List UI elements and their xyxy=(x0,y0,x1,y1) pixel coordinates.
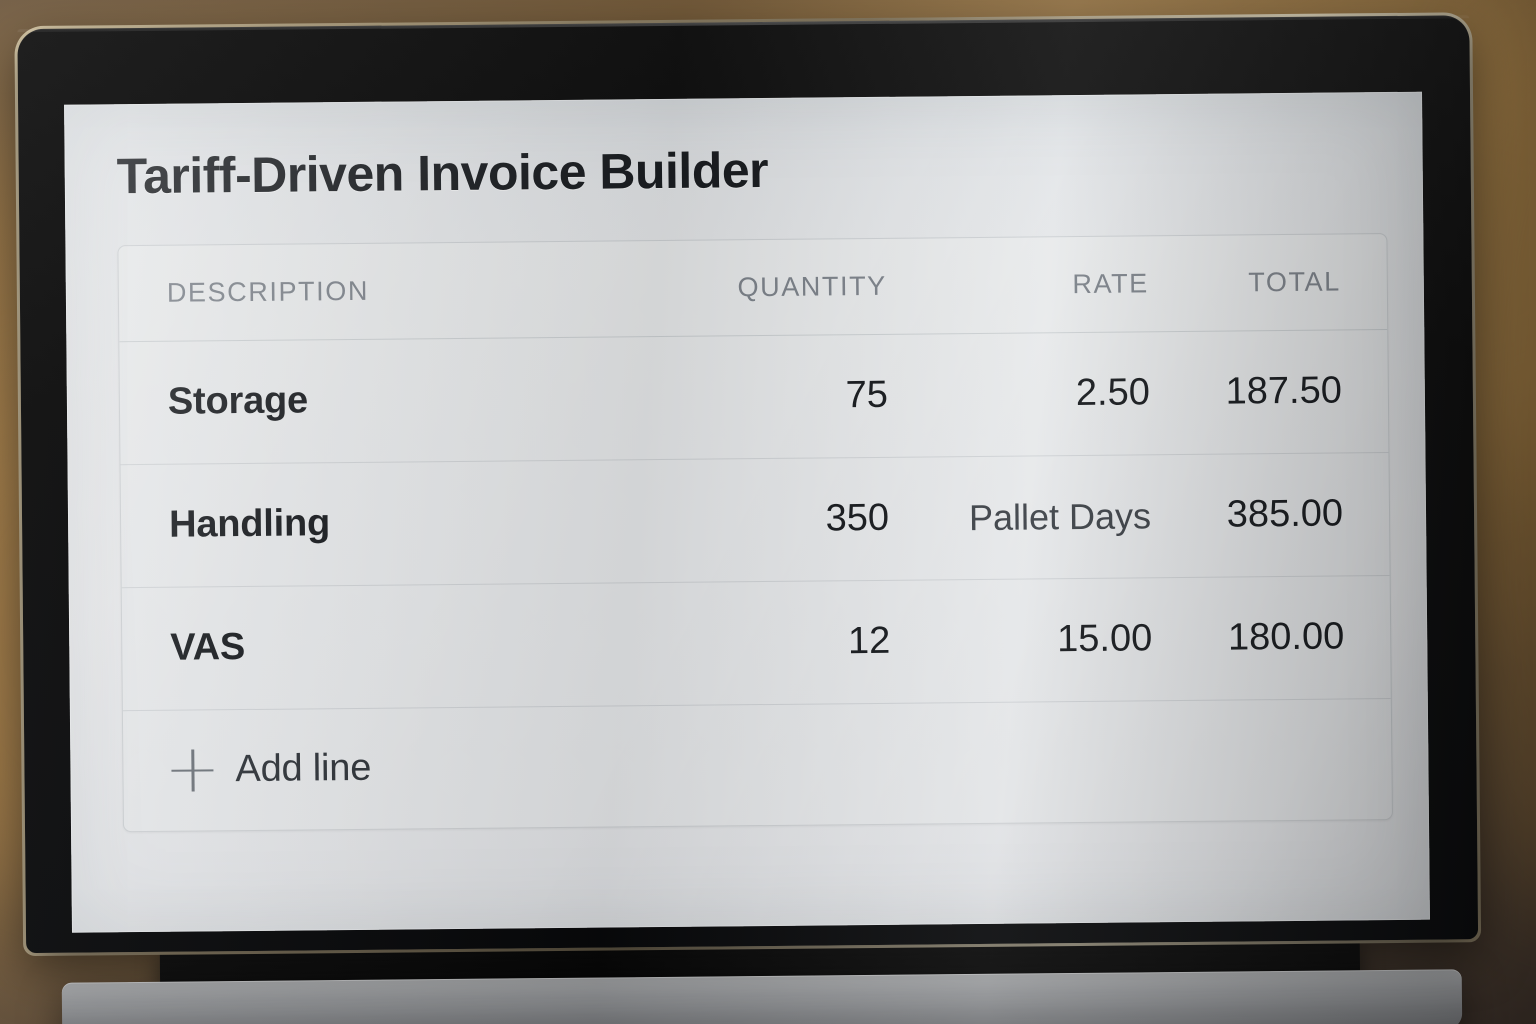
laptop-screen: Tariff-Driven Invoice Builder DESCRIPTIO… xyxy=(64,91,1430,933)
cell-total: 187.50 xyxy=(1225,369,1343,413)
column-header-rate: RATE xyxy=(1072,267,1149,299)
table-header-row: DESCRIPTION QUANTITY RATE TOTAL xyxy=(118,233,1388,342)
cell-quantity: 12 xyxy=(847,619,891,663)
table-row[interactable]: Handling 350 Pallet Days 385.00 xyxy=(120,452,1390,588)
table-footer-row: Add line xyxy=(123,699,1392,831)
app-page: Tariff-Driven Invoice Builder DESCRIPTIO… xyxy=(64,92,1430,933)
cell-description: Storage xyxy=(167,379,309,423)
plus-icon xyxy=(171,749,213,791)
column-header-description: DESCRIPTION xyxy=(166,275,370,308)
cell-quantity: 350 xyxy=(825,496,890,540)
cell-total: 385.00 xyxy=(1226,492,1344,536)
column-header-total: TOTAL xyxy=(1248,265,1341,297)
invoice-table-card: DESCRIPTION QUANTITY RATE TOTAL Storage … xyxy=(117,232,1393,832)
cell-rate: 2.50 xyxy=(1075,371,1151,415)
table-row[interactable]: VAS 12 15.00 180.00 xyxy=(121,575,1391,711)
laptop-lid-bezel: Tariff-Driven Invoice Builder DESCRIPTIO… xyxy=(17,15,1479,954)
add-line-button[interactable]: Add line xyxy=(171,747,371,792)
cell-quantity: 75 xyxy=(845,373,889,417)
table-row[interactable]: Storage 75 2.50 187.50 xyxy=(119,329,1389,465)
page-title: Tariff-Driven Invoice Builder xyxy=(116,141,769,205)
cell-rate: Pallet Days xyxy=(968,494,1152,538)
cell-rate: 15.00 xyxy=(1056,617,1153,661)
add-line-label: Add line xyxy=(235,746,372,791)
cell-description: Handling xyxy=(168,502,331,546)
cell-description: VAS xyxy=(170,626,246,669)
cell-total: 180.00 xyxy=(1227,615,1345,659)
column-header-quantity: QUANTITY xyxy=(737,270,887,302)
